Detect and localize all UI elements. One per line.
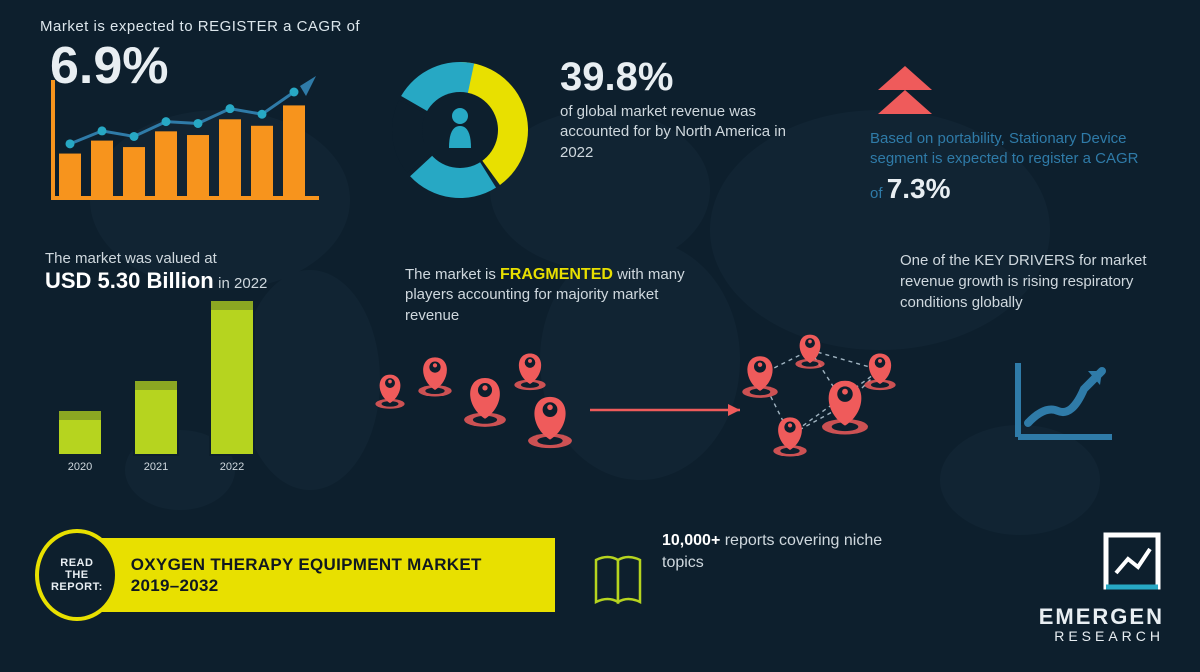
- portability-pct: 7.3%: [887, 173, 951, 204]
- donut-caption: 39.8% of global market revenue was accou…: [560, 55, 800, 163]
- fragment-text1: The market is: [405, 266, 500, 283]
- logo-mark-icon: [1100, 529, 1164, 593]
- read-report-badge: READ THE REPORT:: [35, 529, 119, 621]
- portability-of: of: [870, 185, 887, 202]
- svg-text:2020: 2020: [68, 461, 92, 470]
- pins-network: [370, 320, 910, 500]
- report-banner[interactable]: READ THE REPORT: OXYGEN THERAPY EQUIPMEN…: [35, 530, 555, 620]
- book-icon: [590, 550, 646, 606]
- report-title: OXYGEN THERAPY EQUIPMENT MARKET 2019–203…: [79, 538, 555, 613]
- donut-value: 39.8%: [560, 55, 800, 100]
- brand-logo: EMERGEN RESEARCH: [984, 529, 1164, 644]
- valuation-suffix: in 2022: [218, 275, 267, 292]
- logo-sub: RESEARCH: [984, 628, 1164, 644]
- valuation-prefix: The market was valued at: [45, 250, 217, 267]
- driver-block: One of the KEY DRIVERS for market revenu…: [900, 250, 1180, 313]
- svg-text:2022: 2022: [220, 461, 244, 470]
- valuation-value: USD 5.30 Billion: [45, 268, 214, 293]
- double-up-arrow-icon: [870, 60, 940, 130]
- cagr-prefix: Market is expected to REGISTER a CAGR of: [40, 18, 360, 35]
- donut-desc: of global market revenue was accounted f…: [560, 102, 800, 163]
- logo-name: EMERGEN: [984, 604, 1164, 630]
- valuation-bars: 2020 2021 2022: [50, 300, 280, 470]
- portability-sentence: Based on portability, Stationary Device …: [870, 130, 1138, 167]
- read-report-text: READ THE REPORT:: [51, 557, 103, 593]
- reports-text: 10,000+ reports covering niche topics: [662, 530, 890, 573]
- portability-block: Based on portability, Stationary Device …: [870, 60, 1170, 207]
- reports-count-block: 10,000+ reports covering niche topics: [590, 530, 890, 606]
- svg-text:2021: 2021: [144, 461, 168, 470]
- valuation-block: The market was valued at USD 5.30 Billio…: [45, 250, 305, 294]
- fragment-highlight: FRAGMENTED: [500, 266, 613, 283]
- driver-text: One of the KEY DRIVERS for market revenu…: [900, 250, 1180, 313]
- portability-text: Based on portability, Stationary Device …: [870, 129, 1170, 207]
- reports-number: 10,000+: [662, 532, 720, 549]
- fragment-block: The market is FRAGMENTED with many playe…: [405, 265, 715, 326]
- donut-chart: [380, 50, 540, 210]
- cagr-chart: [45, 70, 325, 210]
- growth-chart-icon: [1010, 355, 1120, 445]
